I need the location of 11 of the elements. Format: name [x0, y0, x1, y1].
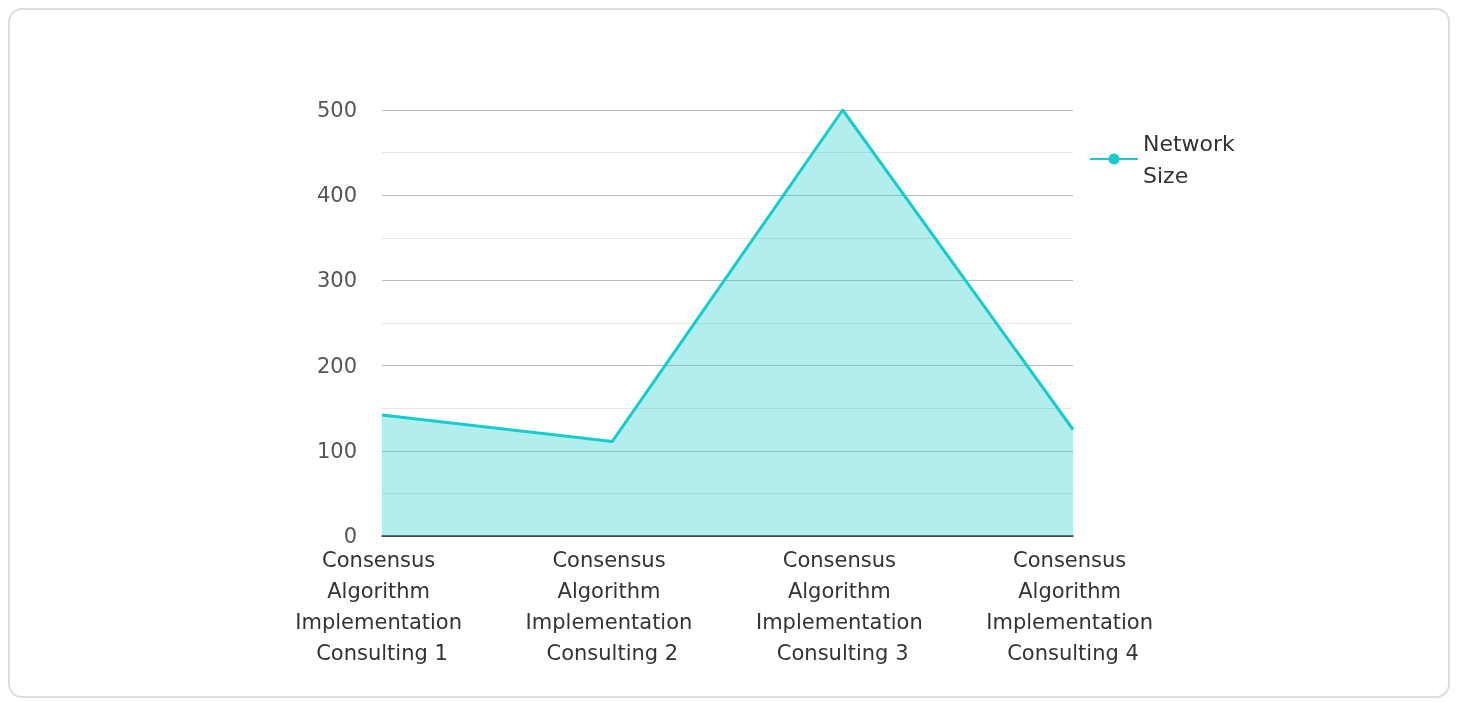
- y-tick-label: 200: [316, 353, 357, 378]
- x-tick-label: Consensus Algorithm Implementation Consulting 4: [986, 547, 1160, 665]
- y-tick-label: 300: [316, 268, 357, 293]
- y-tick-label: 400: [316, 183, 357, 208]
- legend-label: Network Size: [1143, 130, 1242, 188]
- x-tick-label: Consensus Algorithm Implementation Consulting 2: [525, 547, 700, 665]
- y-tick-label: 0: [343, 524, 357, 548]
- x-tick-label: Consensus Algorithm Implementation Consulting 1: [295, 547, 469, 665]
- y-tick-label: 500: [316, 98, 357, 122]
- y-tick-label: 100: [316, 438, 357, 463]
- x-tick-label: Consensus Algorithm Implementation Consulting 3: [755, 547, 930, 665]
